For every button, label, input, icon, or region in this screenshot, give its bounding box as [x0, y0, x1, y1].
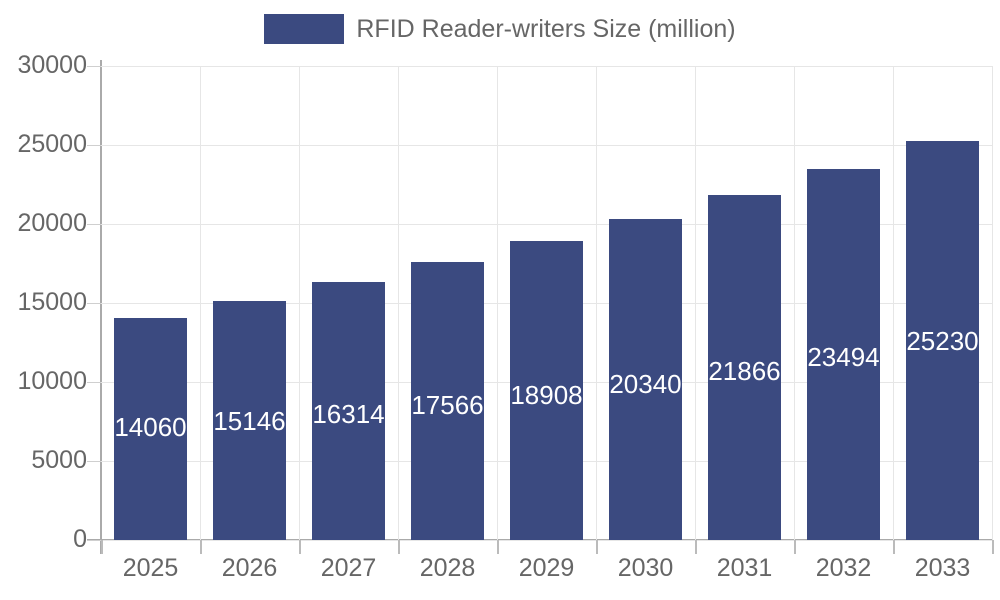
y-axis-tick-label: 25000 — [17, 130, 87, 158]
y-axis-tick-label: 5000 — [31, 446, 87, 474]
x-axis-tick-label: 2030 — [617, 554, 674, 582]
x-axis-tick-label: 2029 — [518, 554, 575, 582]
bar[interactable] — [609, 218, 682, 540]
bar[interactable] — [213, 300, 286, 540]
y-axis-tick-label: 0 — [73, 525, 87, 553]
gridline-vertical — [893, 66, 894, 540]
bar-data-label: 15146 — [213, 405, 286, 436]
bar[interactable] — [114, 317, 187, 540]
y-axis-tick — [87, 145, 101, 146]
bar[interactable] — [312, 282, 385, 540]
bar[interactable] — [510, 241, 583, 540]
bar[interactable] — [906, 141, 979, 540]
x-axis-tick — [596, 540, 598, 554]
y-axis-tick — [87, 224, 101, 225]
x-axis-tick-label: 2028 — [419, 554, 476, 582]
y-axis-tick — [87, 540, 101, 541]
gridline-horizontal — [101, 224, 992, 225]
x-axis-tick-label: 2033 — [914, 554, 971, 582]
bar-data-label: 14060 — [114, 411, 187, 442]
x-axis-tick — [893, 540, 895, 554]
gridline-horizontal — [101, 66, 992, 67]
x-axis-tick — [992, 540, 994, 554]
x-axis-tick — [497, 540, 499, 554]
bar-data-label: 16314 — [312, 398, 385, 429]
x-axis-tick-label: 2025 — [122, 554, 179, 582]
gridline-vertical — [497, 66, 498, 540]
gridline-vertical — [695, 66, 696, 540]
gridline-vertical — [398, 66, 399, 540]
legend-swatch-rfid-reader-writers-size — [264, 14, 345, 44]
x-axis-tick — [101, 540, 103, 554]
x-axis-tick — [398, 540, 400, 554]
x-axis-tick-label: 2027 — [320, 554, 377, 582]
bar-data-label: 18908 — [510, 380, 583, 411]
x-axis-tick — [200, 540, 202, 554]
x-axis-tick-label: 2032 — [815, 554, 872, 582]
bar[interactable] — [708, 194, 781, 540]
gridline-vertical — [596, 66, 597, 540]
y-axis-tick — [87, 382, 101, 383]
y-axis-tick — [87, 66, 101, 67]
x-axis-tick-label: 2031 — [716, 554, 773, 582]
y-axis-tick-label: 20000 — [17, 209, 87, 237]
bar[interactable] — [807, 168, 880, 540]
bar-data-label: 20340 — [609, 369, 682, 400]
gridline-horizontal — [101, 145, 992, 146]
y-axis-tick-label: 30000 — [17, 51, 87, 79]
y-axis-tick-label: 10000 — [17, 367, 87, 395]
y-axis-tick — [87, 461, 101, 462]
x-axis-tick — [299, 540, 301, 554]
y-axis-line — [100, 60, 102, 554]
legend-label-rfid-reader-writers-size: RFID Reader-writers Size (million) — [356, 14, 736, 43]
bar-data-label: 17566 — [411, 390, 484, 421]
bar-data-label: 23494 — [807, 341, 880, 372]
x-axis-tick — [695, 540, 697, 554]
bar-data-label: 21866 — [708, 356, 781, 387]
gridline-vertical — [794, 66, 795, 540]
gridline-horizontal — [101, 540, 992, 541]
bar[interactable] — [411, 262, 484, 540]
bar-data-label: 25230 — [906, 325, 979, 356]
plot-area: 14060 15146 16314 17566 18908 20340 21866 23494… — [101, 66, 993, 541]
x-axis-tick-label: 2026 — [221, 554, 278, 582]
y-axis-tick — [87, 303, 101, 304]
gridline-vertical — [200, 66, 201, 540]
gridline-vertical — [992, 66, 993, 540]
x-axis-tick — [794, 540, 796, 554]
y-axis-tick-label: 15000 — [17, 288, 87, 316]
gridline-vertical — [299, 66, 300, 540]
chart-legend: RFID Reader-writers Size (million) — [0, 8, 1000, 50]
y-axis-tick-labels: 0 5000 10000 15000 20000 25000 30000 — [0, 0, 87, 600]
